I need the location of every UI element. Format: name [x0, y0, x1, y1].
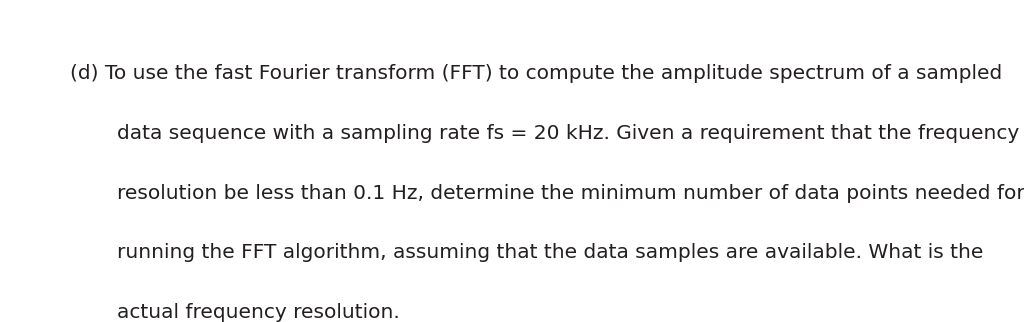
- Text: data sequence with a sampling rate fs = 20 kHz. Given a requirement that the fre: data sequence with a sampling rate fs = …: [117, 124, 1019, 143]
- Text: (d) To use the fast Fourier transform (FFT) to compute the amplitude spectrum of: (d) To use the fast Fourier transform (F…: [70, 64, 1001, 83]
- Text: resolution be less than 0.1 Hz, determine the minimum number of data points need: resolution be less than 0.1 Hz, determin…: [117, 184, 1024, 203]
- Text: actual frequency resolution.: actual frequency resolution.: [117, 303, 399, 322]
- Text: running the FFT algorithm, assuming that the data samples are available. What is: running the FFT algorithm, assuming that…: [117, 243, 983, 262]
